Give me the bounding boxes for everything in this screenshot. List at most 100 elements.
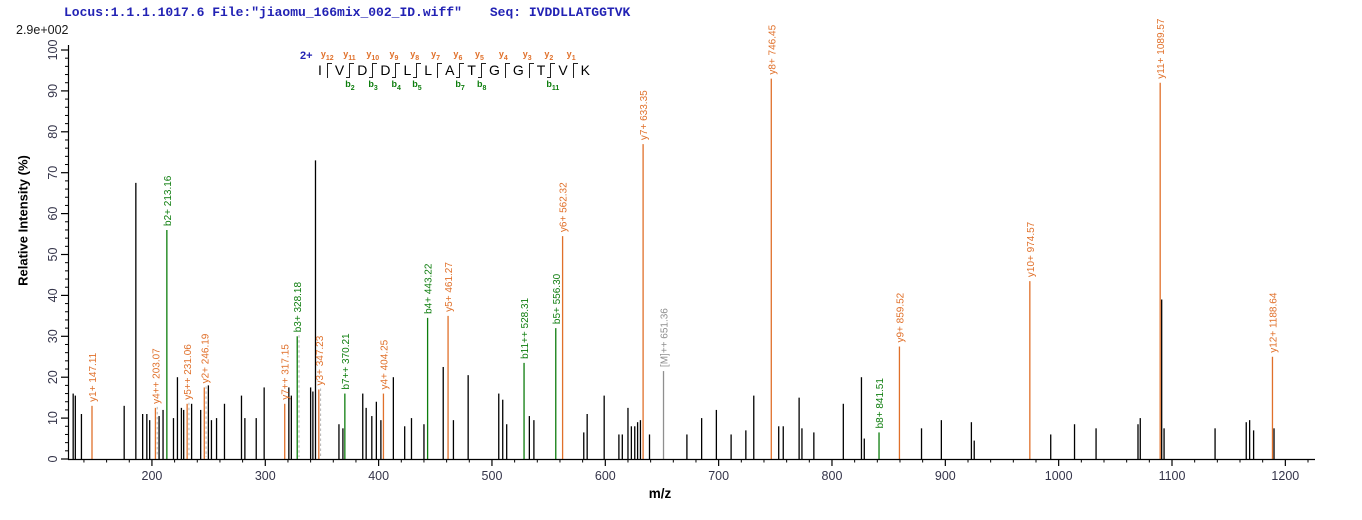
y-tick-label: 20: [46, 370, 60, 384]
residue-letter: V: [334, 62, 345, 78]
b-ion-tag: b2: [345, 79, 355, 92]
peak-label-y-ions: y4+ 404.25: [379, 339, 390, 389]
fragment-tick-mark: [437, 63, 443, 78]
residue-letter: D: [357, 62, 368, 78]
residue-letter: L: [424, 62, 433, 78]
fragment-tick-mark: [459, 63, 465, 78]
b-ion-tag: b8: [476, 79, 487, 92]
peak-label-precursor: [M]++ 651.36: [660, 308, 671, 367]
y-ion-tag: y3: [522, 49, 532, 62]
peak-label-b-ions: b5+ 556.30: [552, 273, 563, 324]
y-ion-tag: y4: [498, 49, 508, 62]
residue-letter: V: [558, 62, 568, 78]
fragment-divider: y10 b3: [366, 49, 379, 92]
b-ion-tick-mark: [346, 77, 351, 78]
sequence-header-label: Seq: IVDDLLATGGTVK: [489, 5, 631, 20]
peak-label-b-ions: b8+ 841.51: [875, 378, 886, 429]
x-tick-label: 500: [482, 469, 503, 483]
fragment-tick-mark: [550, 63, 556, 78]
fragment-tick-mark: [572, 63, 578, 78]
peak-label-y-ions: y8+ 746.45: [767, 24, 778, 74]
x-tick-label: 700: [708, 469, 729, 483]
y-tick-label: 30: [46, 329, 60, 343]
residue-letter: G: [488, 62, 500, 78]
b-ion-tick-mark: [413, 77, 418, 78]
y-ion-tag: y6: [453, 49, 463, 62]
residue-letter: K: [580, 62, 591, 78]
b-ion-tick-mark: [547, 77, 552, 78]
y-tick-label: 70: [46, 166, 60, 180]
fragment-divider: y6 b7: [453, 49, 465, 92]
residue-letter: A: [445, 62, 455, 78]
y-ion-tag: y12: [320, 49, 334, 62]
peak-label-y-ions: y1+ 147.11: [88, 352, 99, 401]
y-ion-tag: y8: [410, 49, 420, 62]
fragment-divider: y11 b2: [343, 49, 355, 92]
fragment-divider: y5 b8: [475, 49, 487, 92]
b-ion-tick-mark: [456, 77, 461, 78]
b-ion-tag: b4: [391, 79, 401, 92]
fragment-divider: y4: [499, 49, 511, 78]
peak-label-y-ions: y5++ 231.06: [183, 344, 194, 400]
y-ion-tag: y10: [366, 49, 380, 62]
peak-label-y-ions: y11+ 1089.57: [1156, 18, 1167, 79]
peak-label-b-ions: b3+ 328.18: [293, 282, 304, 333]
x-tick-label: 200: [142, 469, 163, 483]
peak-label-y-ions: y3+ 347.23: [315, 335, 326, 385]
fragment-tick-mark: [528, 63, 534, 78]
y-tick-label: 90: [46, 84, 60, 98]
b-ion-tag: b11: [546, 79, 560, 92]
x-tick-label: 300: [255, 469, 276, 483]
fragment-divider: y2 b11: [544, 49, 559, 92]
y-tick-label: 0: [46, 455, 60, 462]
y-tick-label: 40: [46, 288, 60, 302]
y-ion-tag: y7: [431, 49, 440, 62]
y-tick-label: 60: [46, 207, 60, 221]
fragment-tick-mark: [349, 63, 355, 78]
b-ion-tick-mark: [392, 77, 397, 78]
y-ion-tag: y2: [544, 49, 554, 62]
x-tick-label: 600: [595, 469, 616, 483]
peak-label-y-ions: y10+ 974.57: [1026, 221, 1037, 277]
y-tick-label: 10: [46, 411, 60, 425]
fragment-tick-mark: [326, 63, 332, 78]
fragment-divider: y8 b5: [410, 49, 422, 92]
y-tick-label: 80: [46, 125, 60, 139]
fragment-divider: y3: [523, 49, 535, 78]
x-axis-title: m/z: [648, 486, 672, 501]
x-tick-label: 400: [368, 469, 389, 483]
base-peak-intensity-label: 2.9e+002: [16, 23, 69, 37]
peak-label-y-ions: y7+ 633.35: [639, 90, 650, 140]
residue-letter: T: [467, 62, 476, 78]
y-ion-tag: y1: [566, 49, 576, 62]
peak-label-y-ions: y6+ 562.32: [559, 182, 570, 232]
peak-label-b-ions: b4+ 443.22: [424, 263, 435, 314]
x-tick-label: 1200: [1271, 469, 1299, 483]
peak-label-y-ions: y7++ 317.15: [281, 344, 292, 400]
peak-label-b-ions: b2+ 213.16: [163, 175, 174, 226]
residue-letter: D: [380, 62, 391, 78]
b-ion-tag: b3: [368, 79, 378, 92]
fragment-divider: y12: [321, 49, 334, 78]
fragment-divider: y9 b4: [389, 49, 401, 92]
fragment-tick-mark: [504, 63, 510, 78]
locus-file-label: Locus:1.1.1.1017.6 File:"jiaomu_166mix_0…: [64, 5, 462, 20]
y-ion-tag: y5: [474, 49, 484, 62]
peak-label-y-ions: y12+ 1188.64: [1268, 292, 1279, 353]
residue-letter: L: [403, 62, 412, 78]
b-ion-tick-mark: [477, 77, 482, 78]
peak-label-b-ions: b7++ 370.21: [341, 333, 352, 390]
x-tick-label: 1100: [1159, 469, 1186, 483]
peak-label-y-ions: y9+ 859.52: [895, 292, 906, 342]
precursor-charge-label: 2+: [300, 50, 313, 62]
peak-label-y-ions: y4++ 203.07: [151, 348, 162, 404]
fragment-divider: y7: [431, 49, 443, 78]
fragment-tick-mark: [480, 63, 486, 78]
residue-letter: T: [536, 62, 546, 78]
x-tick-label: 1000: [1045, 469, 1073, 483]
residue-letter: G: [512, 62, 524, 78]
y-ion-tag: y11: [343, 49, 356, 62]
fragment-tick-mark: [416, 63, 422, 78]
